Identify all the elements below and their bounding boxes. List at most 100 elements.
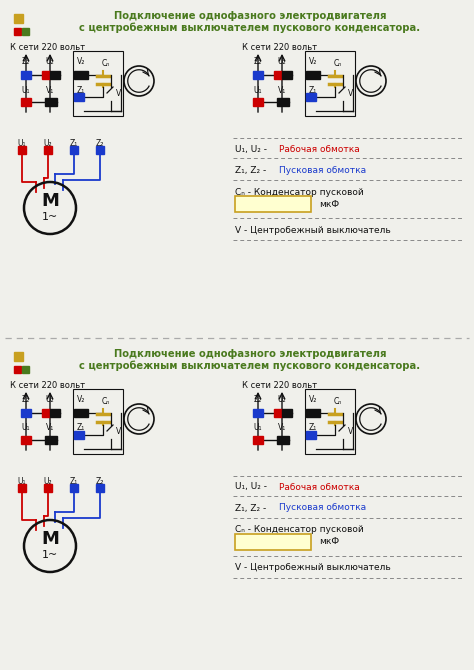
Text: Cₙ: Cₙ — [334, 397, 342, 405]
Bar — [96, 146, 104, 154]
Bar — [74, 93, 84, 101]
Bar — [18, 146, 26, 154]
Bar — [274, 71, 282, 79]
Bar — [74, 71, 88, 79]
Text: M: M — [41, 192, 59, 210]
Text: Z₂: Z₂ — [254, 395, 262, 403]
Text: 1~: 1~ — [42, 550, 58, 560]
Text: Z₁: Z₁ — [70, 476, 78, 486]
Bar — [14, 14, 23, 23]
Text: V: V — [348, 427, 354, 436]
Text: Z₁, Z₂ -: Z₁, Z₂ - — [235, 503, 269, 513]
Text: Z₁: Z₁ — [309, 86, 317, 94]
Text: V: V — [117, 427, 122, 436]
Bar — [21, 409, 31, 417]
Bar — [45, 98, 57, 106]
Bar — [306, 93, 316, 101]
Bar — [21, 98, 31, 106]
Bar — [274, 409, 282, 417]
Text: мкФ: мкФ — [319, 537, 339, 547]
Bar — [50, 409, 60, 417]
Text: U₁, U₂ -: U₁, U₂ - — [235, 145, 270, 153]
Text: U₂: U₂ — [46, 395, 55, 403]
Bar — [306, 71, 320, 79]
Text: Пусковая обмотка: Пусковая обмотка — [279, 503, 366, 513]
Text: U₂: U₂ — [44, 139, 52, 147]
Text: Z₂: Z₂ — [22, 395, 30, 403]
Text: К сети 220 вольт: К сети 220 вольт — [10, 42, 85, 52]
Text: Z₂: Z₂ — [96, 476, 104, 486]
Bar — [42, 409, 50, 417]
Bar — [14, 352, 23, 361]
Text: U₁: U₁ — [254, 86, 262, 94]
Text: V - Центробежный выключатель: V - Центробежный выключатель — [235, 563, 391, 572]
Text: Z₁, Z₂ -: Z₁, Z₂ - — [235, 165, 269, 174]
Text: U₁: U₁ — [254, 423, 262, 433]
Text: 1~: 1~ — [42, 212, 58, 222]
Bar — [253, 98, 263, 106]
Bar — [277, 98, 289, 106]
Text: Пусковая обмотка: Пусковая обмотка — [279, 165, 366, 174]
Text: U₂: U₂ — [278, 395, 286, 403]
Text: К сети 220 вольт: К сети 220 вольт — [10, 381, 85, 389]
Text: V₁: V₁ — [278, 423, 286, 433]
Text: V - Центробежный выключатель: V - Центробежный выключатель — [235, 226, 391, 234]
Bar — [305, 51, 355, 116]
Bar — [306, 431, 316, 439]
Text: Cₙ: Cₙ — [334, 58, 342, 68]
Bar — [74, 431, 84, 439]
Text: Подключение однофазного электродвигателя: Подключение однофазного электродвигателя — [114, 11, 386, 21]
Text: Cₙ - Конденсатор пусковой: Cₙ - Конденсатор пусковой — [235, 525, 364, 535]
Text: U₁, U₂ -: U₁, U₂ - — [235, 482, 270, 492]
Text: U₁: U₁ — [22, 423, 30, 433]
Bar — [42, 71, 50, 79]
Text: U₁: U₁ — [18, 139, 26, 147]
Bar — [235, 196, 311, 212]
Text: Рабочая обмотка: Рабочая обмотка — [279, 145, 360, 153]
Text: Z₁: Z₁ — [309, 423, 317, 433]
Text: с центробежным выключателем пускового конденсатора.: с центробежным выключателем пускового ко… — [80, 23, 420, 34]
Text: Z₂: Z₂ — [22, 56, 30, 66]
Bar — [74, 409, 88, 417]
Text: Подключение однофазного электродвигателя: Подключение однофазного электродвигателя — [114, 349, 386, 359]
Text: V₁: V₁ — [46, 86, 54, 94]
Text: Z₁: Z₁ — [77, 86, 85, 94]
Bar — [21, 71, 31, 79]
Bar — [22, 366, 29, 373]
Text: К сети 220 вольт: К сети 220 вольт — [242, 42, 317, 52]
Bar — [73, 389, 123, 454]
Bar — [305, 389, 355, 454]
Text: V₂: V₂ — [77, 56, 85, 66]
Bar — [70, 484, 78, 492]
Text: U₁: U₁ — [18, 476, 26, 486]
Text: Cₙ: Cₙ — [102, 58, 110, 68]
Text: Cₙ - Конденсатор пусковой: Cₙ - Конденсатор пусковой — [235, 188, 364, 196]
Bar — [45, 436, 57, 444]
Bar — [282, 409, 292, 417]
Text: V₁: V₁ — [46, 423, 54, 433]
Bar — [50, 71, 60, 79]
Bar — [44, 146, 52, 154]
Text: с центробежным выключателем пускового конденсатора.: с центробежным выключателем пускового ко… — [80, 360, 420, 371]
Bar — [235, 534, 311, 550]
Bar — [22, 28, 29, 35]
Text: Z₂: Z₂ — [254, 56, 262, 66]
Text: U₁: U₁ — [22, 86, 30, 94]
Bar — [306, 409, 320, 417]
Bar — [282, 71, 292, 79]
Bar — [14, 366, 21, 373]
Bar — [44, 484, 52, 492]
Bar — [253, 409, 263, 417]
Text: V₂: V₂ — [309, 56, 317, 66]
Text: V₂: V₂ — [309, 395, 317, 403]
Bar — [73, 51, 123, 116]
Text: Z₁: Z₁ — [77, 423, 85, 433]
Bar — [21, 436, 31, 444]
Text: мкФ: мкФ — [319, 200, 339, 208]
Bar — [253, 436, 263, 444]
Text: U₂: U₂ — [278, 56, 286, 66]
Text: U₂: U₂ — [46, 56, 55, 66]
Text: V: V — [117, 88, 122, 98]
Bar — [70, 146, 78, 154]
Text: Z₁: Z₁ — [70, 139, 78, 147]
